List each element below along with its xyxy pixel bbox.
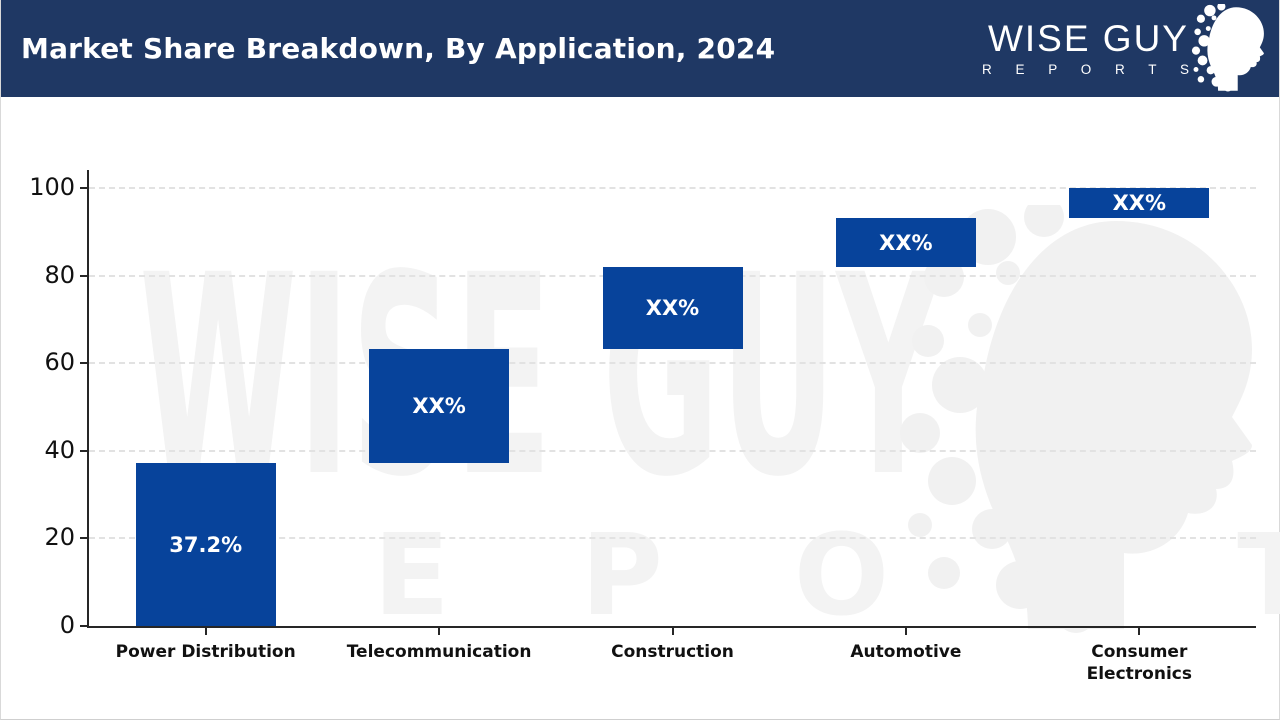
logo-text-reports: R E P O R T S <box>981 62 1199 78</box>
bar-segment: XX% <box>1069 188 1210 219</box>
x-tick-mark <box>1138 628 1141 635</box>
y-tick-label: 0 <box>59 611 75 639</box>
chart-title: Market Share Breakdown, By Application, … <box>21 32 776 65</box>
x-category-label: Consumer Electronics <box>1086 642 1192 685</box>
bar-value-label: XX% <box>879 230 933 255</box>
bar-segment: XX% <box>602 267 743 349</box>
header-bar: Market Share Breakdown, By Application, … <box>1 0 1279 97</box>
gridline <box>89 537 1256 540</box>
x-tick-mark <box>671 628 674 635</box>
y-tick-label: 20 <box>44 523 75 552</box>
y-axis-line <box>87 170 89 628</box>
logo-head-icon <box>1191 3 1264 92</box>
y-tick-mark <box>80 625 87 627</box>
gridline <box>89 449 1256 452</box>
logo-text-wise-guy: WISE GUY <box>987 18 1189 60</box>
bar-value-label: 37.2% <box>169 532 243 557</box>
y-tick-label: 100 <box>29 173 75 201</box>
y-tick-label: 60 <box>44 348 75 377</box>
gridline <box>89 187 1256 189</box>
y-tick-label: 40 <box>44 435 75 464</box>
y-tick-mark <box>80 537 87 540</box>
bar-segment: XX% <box>369 348 510 464</box>
bar-value-label: XX% <box>412 393 466 418</box>
x-category-label: Construction <box>611 642 734 662</box>
y-tick-mark <box>80 274 87 277</box>
bar-value-label: XX% <box>645 295 700 320</box>
x-category-label: Automotive <box>850 642 962 662</box>
y-tick-mark <box>80 187 87 189</box>
wise-guy-logo: WISE GUY R E P O R T S <box>978 3 1279 94</box>
bar-segment: XX% <box>835 218 976 268</box>
x-tick-mark <box>438 628 441 635</box>
x-axis-line <box>87 626 1256 628</box>
x-tick-mark <box>204 628 207 635</box>
bar-segment: 37.2% <box>135 463 276 626</box>
y-tick-label: 80 <box>44 260 75 289</box>
y-tick-mark <box>80 449 87 452</box>
x-tick-mark <box>904 628 907 635</box>
x-category-label: Power Distribution <box>115 642 296 662</box>
bar-value-label: XX% <box>1112 191 1167 216</box>
gridline <box>89 362 1256 365</box>
x-category-label: Telecommunication <box>346 642 532 662</box>
y-tick-mark <box>80 362 87 365</box>
waterfall-chart: 0 20 40 60 80 100 37.2% Power Distribution XX% Te… <box>1 97 1280 720</box>
